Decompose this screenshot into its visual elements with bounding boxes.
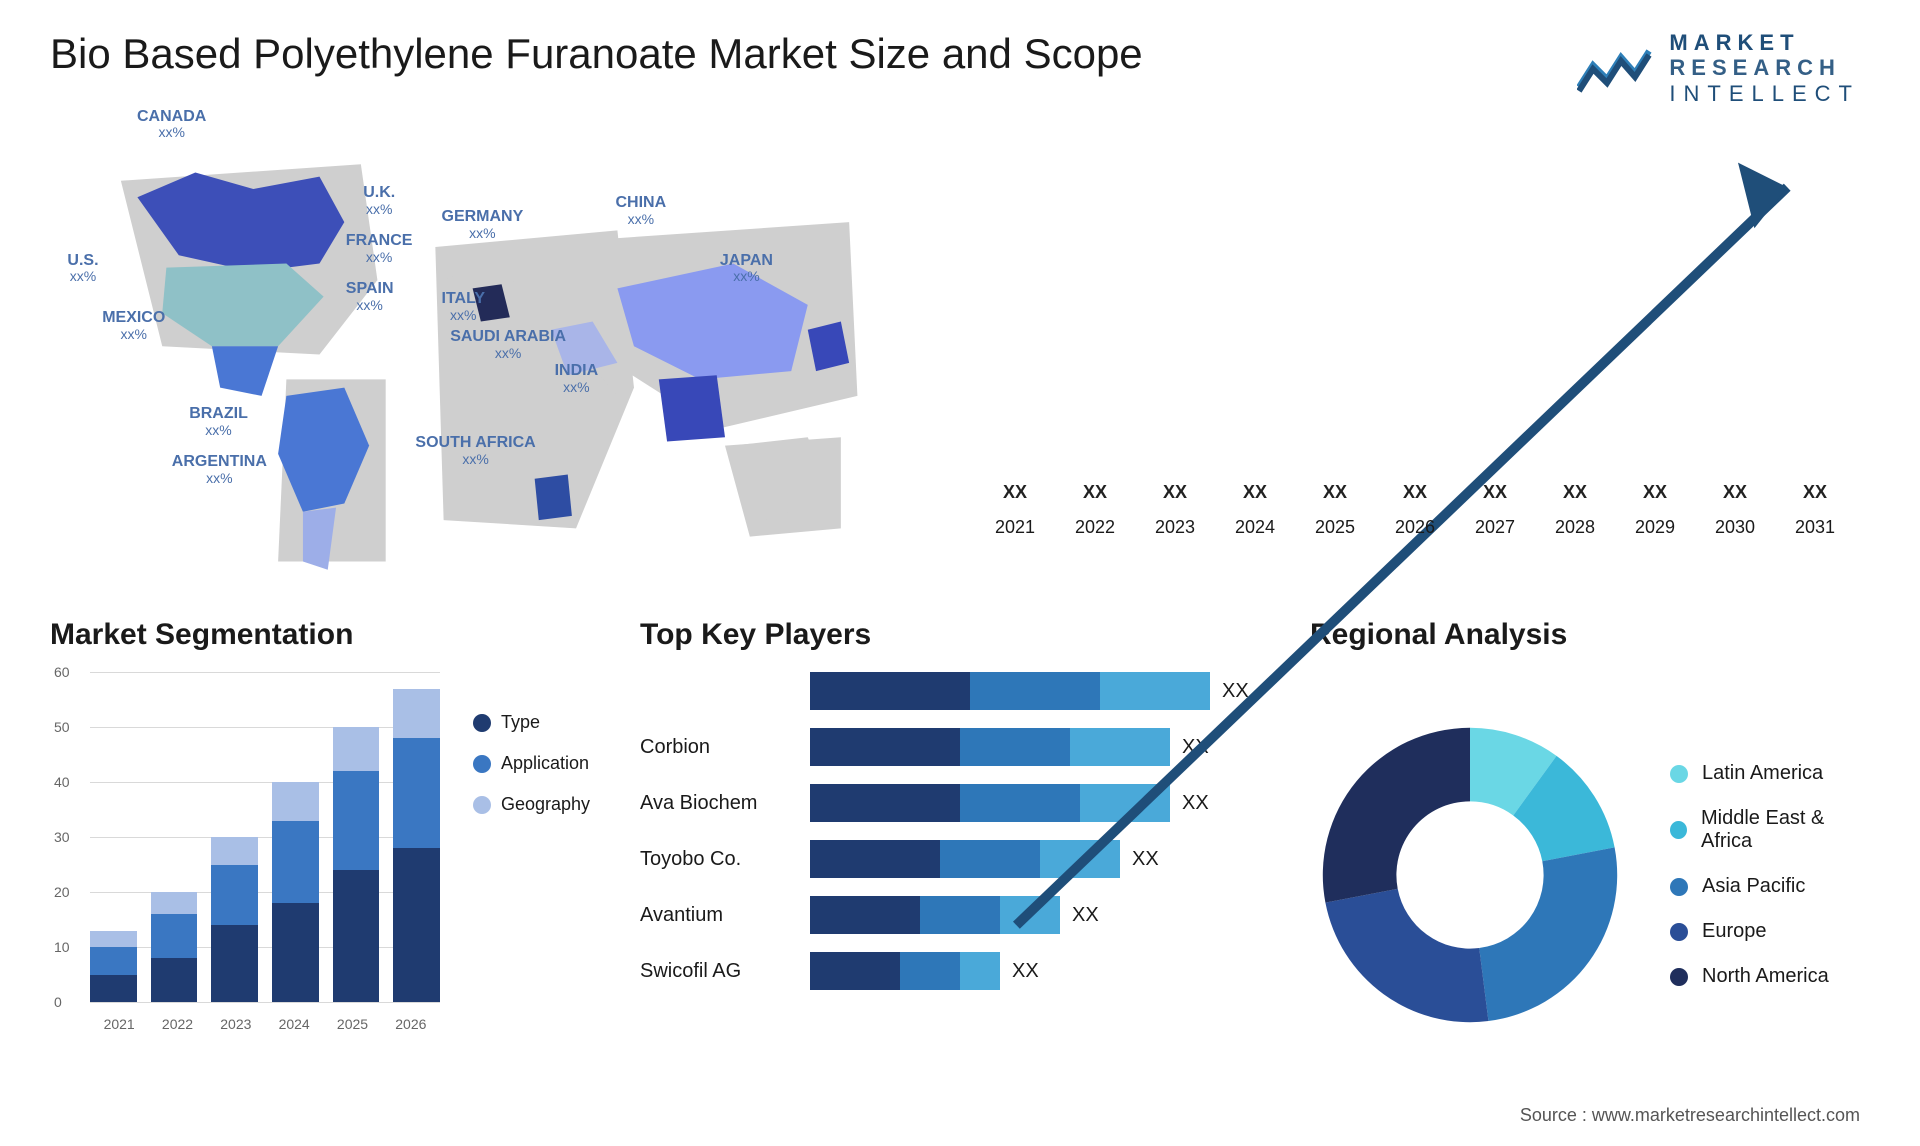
player-bar xyxy=(810,672,1210,710)
player-row: Avantium XX xyxy=(640,896,1260,934)
seg-bar xyxy=(272,782,319,1002)
growth-bar: XX2022 xyxy=(1060,482,1130,538)
source-text: Source : www.marketresearchintellect.com xyxy=(1520,1105,1860,1126)
map-label: U.K.xx% xyxy=(363,184,395,217)
seg-legend-item: Type xyxy=(473,712,590,733)
map-label: FRANCExx% xyxy=(346,232,413,265)
seg-bar xyxy=(151,892,198,1002)
logo: MARKET RESEARCH INTELLECT xyxy=(1577,30,1860,106)
segmentation-panel: Market Segmentation 0102030405060 TypeAp… xyxy=(50,618,590,1078)
growth-bar: XX2024 xyxy=(1220,482,1290,538)
growth-bar: XX2021 xyxy=(980,482,1050,538)
map-label: ARGENTINAxx% xyxy=(172,453,267,486)
map-label: GERMANYxx% xyxy=(442,208,524,241)
player-value: XX xyxy=(1072,904,1099,927)
player-row: Toyobo Co. XX xyxy=(640,840,1260,878)
map-label: INDIAxx% xyxy=(555,362,599,395)
map-label: SAUDI ARABIAxx% xyxy=(450,328,566,361)
player-name: Swicofil AG xyxy=(640,960,790,983)
player-value: XX xyxy=(1182,736,1209,759)
region-legend-item: Middle East & Africa xyxy=(1670,807,1870,853)
region-legend-item: North America xyxy=(1670,965,1870,988)
segmentation-title: Market Segmentation xyxy=(50,618,590,652)
regional-title: Regional Analysis xyxy=(1310,618,1870,652)
growth-bar: XX2030 xyxy=(1700,482,1770,538)
player-bar xyxy=(810,840,1120,878)
regional-panel: Regional Analysis Latin America Middle Ea… xyxy=(1310,618,1870,1078)
player-value: XX xyxy=(1182,792,1209,815)
player-row: Ava Biochem XX xyxy=(640,784,1260,822)
map-label: SOUTH AFRICAxx% xyxy=(415,434,535,467)
map-label: JAPANxx% xyxy=(720,252,773,285)
seg-bar xyxy=(333,727,380,1002)
player-value: XX xyxy=(1012,960,1039,983)
logo-text: MARKET RESEARCH INTELLECT xyxy=(1669,30,1860,106)
map-label: CANADAxx% xyxy=(137,108,206,141)
map-label: SPAINxx% xyxy=(346,280,394,313)
growth-bar: XX2025 xyxy=(1300,482,1370,538)
growth-bar: XX2026 xyxy=(1380,482,1450,538)
players-title: Top Key Players xyxy=(640,618,1260,652)
map-label: U.S.xx% xyxy=(67,252,98,285)
logo-mark-icon xyxy=(1577,43,1657,93)
seg-bar xyxy=(393,689,440,1003)
growth-bar: XX2028 xyxy=(1540,482,1610,538)
map-label: MEXICOxx% xyxy=(102,309,165,342)
growth-bar: XX2031 xyxy=(1780,482,1850,538)
logo-line2: RESEARCH xyxy=(1669,55,1860,80)
seg-bar xyxy=(211,837,258,1002)
player-bar xyxy=(810,784,1170,822)
player-name: Corbion xyxy=(640,736,790,759)
seg-legend-item: Application xyxy=(473,753,590,774)
region-legend-item: Asia Pacific xyxy=(1670,875,1870,898)
world-map: CANADAxx% U.S.xx%MEXICOxx% BRAZILxx% ARGENT… xyxy=(50,98,920,578)
map-label: ITALYxx% xyxy=(442,290,486,323)
region-legend-item: Europe xyxy=(1670,920,1870,943)
players-panel: Top Key Players XX Corbion XX Ava Biochem XX… xyxy=(640,618,1260,1078)
region-legend-item: Latin America xyxy=(1670,762,1870,785)
player-bar xyxy=(810,896,1060,934)
growth-bar: XX2029 xyxy=(1620,482,1690,538)
player-name: Ava Biochem xyxy=(640,792,790,815)
growth-bar: XX2023 xyxy=(1140,482,1210,538)
player-name: Avantium xyxy=(640,904,790,927)
map-label: CHINAxx% xyxy=(616,194,667,227)
player-value: XX xyxy=(1132,848,1159,871)
growth-bar: XX2027 xyxy=(1460,482,1530,538)
player-row: Swicofil AG XX xyxy=(640,952,1260,990)
regional-donut xyxy=(1310,715,1630,1035)
player-bar xyxy=(810,952,1000,990)
seg-legend-item: Geography xyxy=(473,794,590,815)
logo-line1: MARKET xyxy=(1669,30,1860,55)
seg-bar xyxy=(90,931,137,1003)
growth-chart: XX2021XX2022XX2023XX2024XX2025XX2026XX20… xyxy=(960,98,1870,578)
player-bar xyxy=(810,728,1170,766)
player-row: Corbion XX xyxy=(640,728,1260,766)
map-label: BRAZILxx% xyxy=(189,405,248,438)
player-name: Toyobo Co. xyxy=(640,848,790,871)
